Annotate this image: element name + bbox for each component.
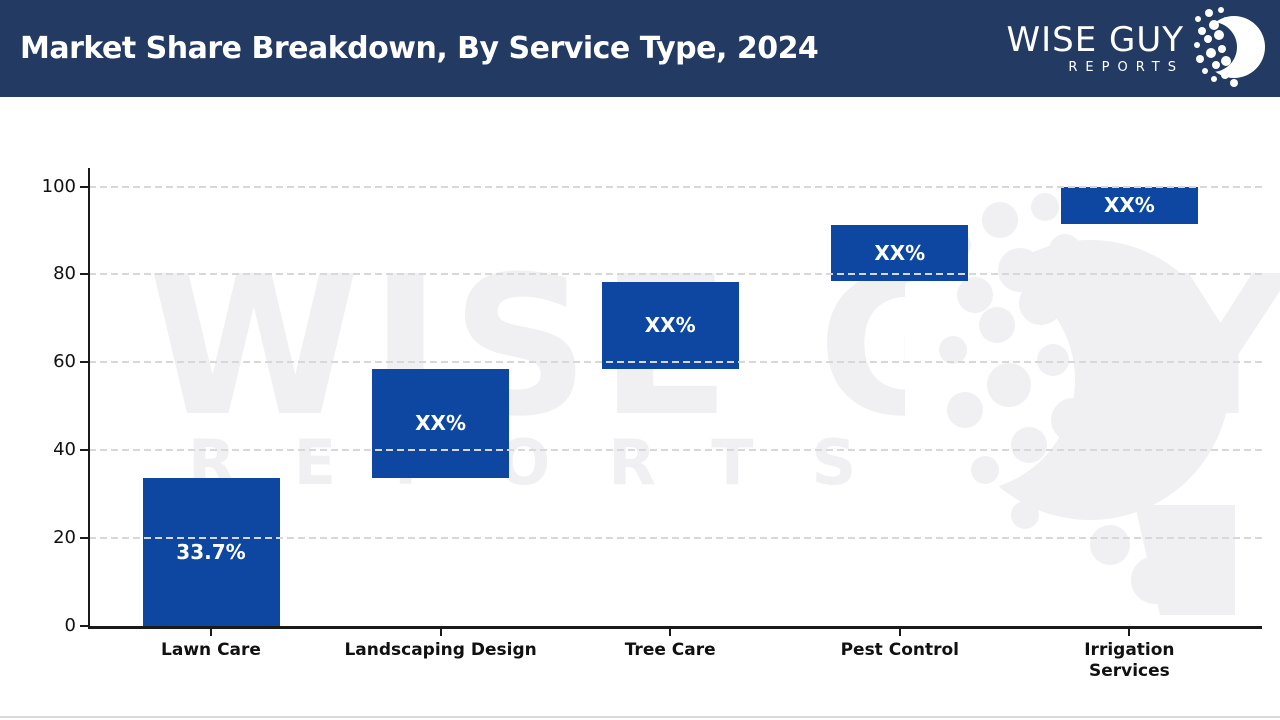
y-tick-mark-40 [80, 449, 88, 452]
x-tick-mark-5 [1128, 629, 1131, 636]
y-tick-label-100: 100 [41, 175, 76, 197]
y-tick-label-80: 80 [53, 263, 76, 285]
x-category-label: Lawn Care [161, 640, 261, 660]
watermark-text-2: REPORTS [188, 426, 915, 499]
y-tick-label-20: 20 [53, 527, 76, 549]
y-tick-mark-20 [80, 537, 88, 540]
y-tick-label-0: 0 [64, 615, 76, 636]
bar-segment-2: XX% [372, 368, 510, 478]
x-tick-mark-1 [210, 629, 212, 636]
bar-segment-1: 33.7% [142, 477, 280, 626]
bottom-rule [0, 716, 1280, 718]
bar-value-label: XX% [415, 411, 467, 436]
face-profile-logo-icon [1187, 5, 1266, 93]
x-tick-mark-3 [669, 629, 672, 636]
brand-name: WISE GUY [1006, 19, 1184, 60]
gridline-80 [89, 273, 1262, 276]
bar-segment-3: XX% [601, 281, 739, 369]
bar-value-label: XX% [1103, 193, 1155, 218]
x-category-label: Pest Control [840, 640, 960, 660]
brand-logo: WISE GUY REPORTS [1006, 5, 1280, 93]
gridline-100 [89, 185, 1262, 188]
gridline-60 [89, 361, 1262, 364]
x-tick-mark-4 [898, 629, 901, 636]
bar-value-label: XX% [644, 313, 696, 338]
brand-subname: REPORTS [1068, 59, 1184, 75]
bar-value-label: 33.7% [176, 539, 246, 564]
bar-value-label: XX% [874, 240, 926, 265]
x-category-label: Irrigation Services [1084, 640, 1175, 682]
x-axis-line [88, 626, 1262, 629]
y-tick-label-40: 40 [53, 439, 76, 461]
y-tick-mark-60 [80, 361, 88, 364]
y-tick-mark-80 [80, 273, 88, 276]
bar-segment-5: XX% [1060, 186, 1198, 224]
y-tick-label-60: 60 [53, 351, 76, 373]
gridline-20 [89, 537, 1262, 540]
bar-segment-4: XX% [831, 224, 969, 281]
x-tick-mark-2 [439, 629, 442, 636]
y-tick-mark-100 [80, 185, 88, 188]
y-tick-mark-0 [80, 625, 88, 627]
x-category-label: Landscaping Design [344, 640, 537, 660]
page-title: Market Share Breakdown, By Service Type,… [20, 31, 819, 66]
gridline-40 [89, 449, 1262, 452]
brand-logo-text: WISE GUY REPORTS [1006, 23, 1184, 75]
x-category-label: Tree Care [624, 640, 716, 660]
header-band: Market Share Breakdown, By Service Type,… [0, 0, 1280, 97]
y-axis-line [88, 168, 90, 628]
